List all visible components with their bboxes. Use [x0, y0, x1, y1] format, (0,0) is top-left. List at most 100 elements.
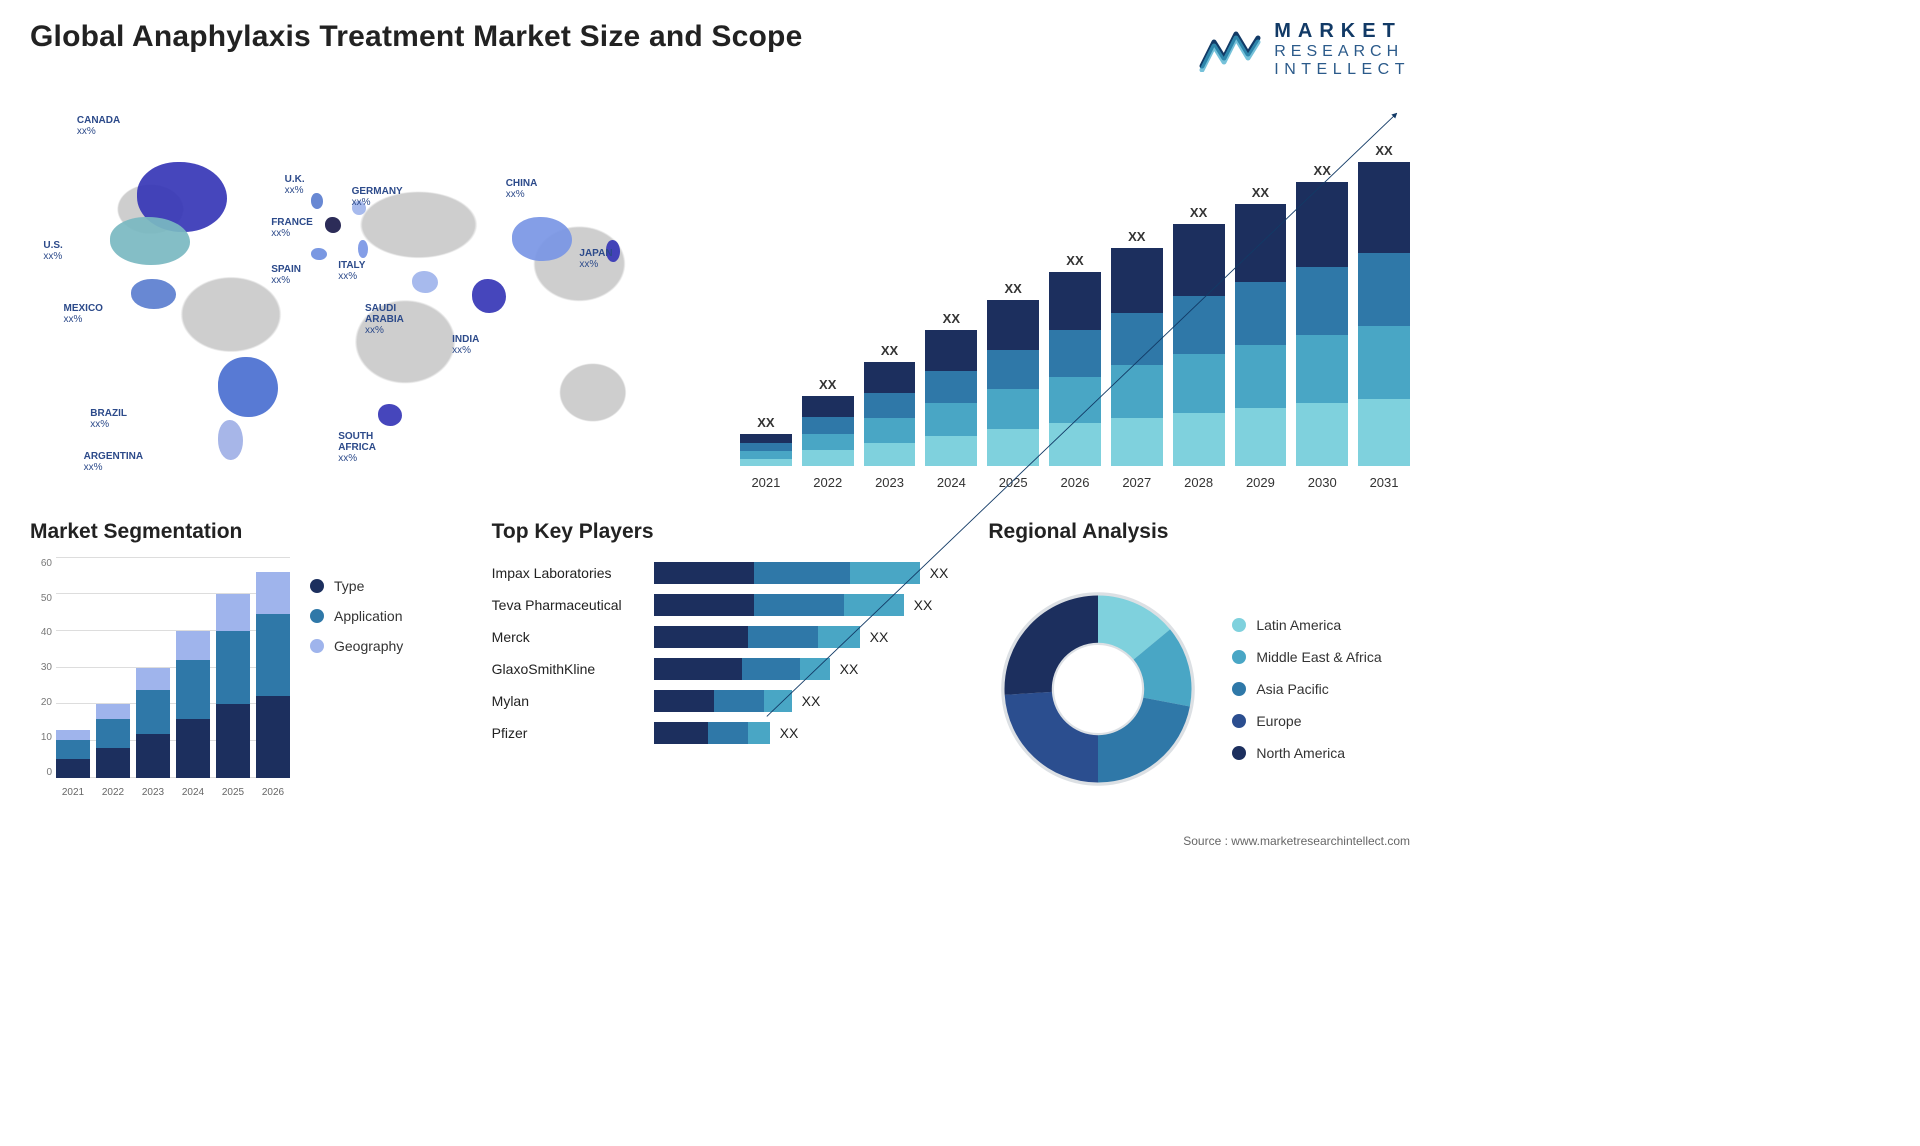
y-axis-tick: 0 — [30, 767, 52, 778]
country-highlight — [412, 271, 438, 293]
x-axis-label: 2025 — [216, 787, 250, 798]
y-axis-tick: 10 — [30, 732, 52, 743]
x-axis-label: 2024 — [176, 787, 210, 798]
country-label: ITALYxx% — [338, 260, 365, 282]
legend-swatch-icon — [1232, 682, 1246, 696]
country-highlight — [218, 357, 278, 417]
player-value: XX — [870, 629, 889, 645]
legend-label: Latin America — [1256, 617, 1341, 633]
x-axis-label: 2022 — [802, 475, 854, 490]
bar-value-label: XX — [1375, 143, 1392, 158]
logo-text-line1: MARKET — [1274, 20, 1410, 43]
legend-item: North America — [1232, 745, 1381, 761]
y-axis-tick: 20 — [30, 697, 52, 708]
bar-value-label: XX — [943, 311, 960, 326]
bar-value-label: XX — [1252, 185, 1269, 200]
market-bar: XX — [1111, 229, 1163, 466]
country-highlight — [110, 217, 190, 265]
country-highlight — [325, 217, 341, 233]
key-players-title: Top Key Players — [492, 520, 949, 544]
player-name: Merck — [492, 629, 642, 645]
player-value: XX — [914, 597, 933, 613]
player-value: XX — [802, 693, 821, 709]
country-label: ARGENTINAxx% — [84, 451, 143, 473]
country-label: CANADAxx% — [77, 115, 120, 137]
bar-value-label: XX — [1066, 253, 1083, 268]
country-label: SAUDIARABIAxx% — [365, 303, 404, 336]
x-axis-label: 2030 — [1296, 475, 1348, 490]
bar-value-label: XX — [757, 415, 774, 430]
market-bar: XX — [1173, 205, 1225, 466]
legend-label: Application — [334, 608, 403, 624]
x-axis-label: 2021 — [56, 787, 90, 798]
player-bar — [654, 722, 770, 744]
legend-swatch-icon — [1232, 714, 1246, 728]
market-bar: XX — [802, 377, 854, 466]
source-note: Source : www.marketresearchintellect.com — [1183, 834, 1410, 848]
y-axis-tick: 50 — [30, 593, 52, 604]
legend-item: Europe — [1232, 713, 1381, 729]
country-highlight — [512, 217, 572, 261]
country-label: U.S.xx% — [43, 240, 62, 262]
world-map-panel: CANADAxx% U.S.xx% MEXICOxx% BRAZILxx% ARGENT… — [30, 100, 700, 490]
brand-logo: MARKET RESEARCH INTELLECT — [1198, 20, 1410, 80]
market-bar: XX — [864, 343, 916, 466]
player-value: XX — [780, 725, 799, 741]
regional-section: Regional Analysis Latin AmericaMiddle Ea… — [988, 520, 1410, 820]
player-row: GlaxoSmithKlineXX — [492, 658, 949, 680]
bar-value-label: XX — [881, 343, 898, 358]
legend-swatch-icon — [1232, 618, 1246, 632]
market-bar: XX — [987, 281, 1039, 466]
x-axis-label: 2025 — [987, 475, 1039, 490]
market-bar: XX — [740, 415, 792, 466]
legend-label: Type — [334, 578, 364, 594]
legend-label: Geography — [334, 638, 403, 654]
bar-value-label: XX — [1190, 205, 1207, 220]
x-axis-label: 2022 — [96, 787, 130, 798]
x-axis-label: 2026 — [256, 787, 290, 798]
country-highlight — [131, 279, 176, 309]
y-axis-tick: 40 — [30, 627, 52, 638]
player-value: XX — [930, 565, 949, 581]
y-axis-tick: 30 — [30, 662, 52, 673]
segmentation-bar — [136, 668, 170, 778]
legend-item: Latin America — [1232, 617, 1381, 633]
country-label: SOUTHAFRICAxx% — [338, 431, 376, 464]
legend-swatch-icon — [310, 579, 324, 593]
legend-label: Europe — [1256, 713, 1301, 729]
x-axis-label: 2021 — [740, 475, 792, 490]
segmentation-bar — [256, 572, 290, 777]
market-bar: XX — [925, 311, 977, 466]
legend-item: Asia Pacific — [1232, 681, 1381, 697]
legend-item: Application — [310, 608, 403, 624]
market-bar: XX — [1049, 253, 1101, 466]
regional-donut-chart — [988, 579, 1208, 799]
segmentation-legend: Type Application Geography — [310, 558, 403, 820]
logo-text-line2: RESEARCH — [1274, 43, 1410, 61]
legend-item: Middle East & Africa — [1232, 649, 1381, 665]
bar-value-label: XX — [1314, 163, 1331, 178]
player-bar — [654, 690, 792, 712]
market-bar: XX — [1358, 143, 1410, 466]
x-axis-label: 2029 — [1235, 475, 1287, 490]
y-axis-tick: 60 — [30, 558, 52, 569]
player-row: Teva PharmaceuticalXX — [492, 594, 949, 616]
player-bar — [654, 658, 830, 680]
bar-value-label: XX — [819, 377, 836, 392]
legend-label: Asia Pacific — [1256, 681, 1328, 697]
player-name: Impax Laboratories — [492, 565, 642, 581]
player-row: Pfizer XX — [492, 722, 949, 744]
segmentation-bar — [176, 631, 210, 778]
x-axis-label: 2023 — [864, 475, 916, 490]
key-players-section: Top Key Players Impax LaboratoriesXXTeva… — [492, 520, 949, 820]
country-label: MEXICOxx% — [64, 303, 103, 325]
x-axis-label: 2024 — [925, 475, 977, 490]
player-name: Pfizer — [492, 725, 642, 741]
player-row: Merck XX — [492, 626, 949, 648]
legend-label: North America — [1256, 745, 1345, 761]
player-row: MylanXX — [492, 690, 949, 712]
player-value: XX — [840, 661, 859, 677]
logo-mark-icon — [1198, 28, 1262, 72]
country-label: BRAZILxx% — [90, 408, 127, 430]
legend-swatch-icon — [1232, 650, 1246, 664]
